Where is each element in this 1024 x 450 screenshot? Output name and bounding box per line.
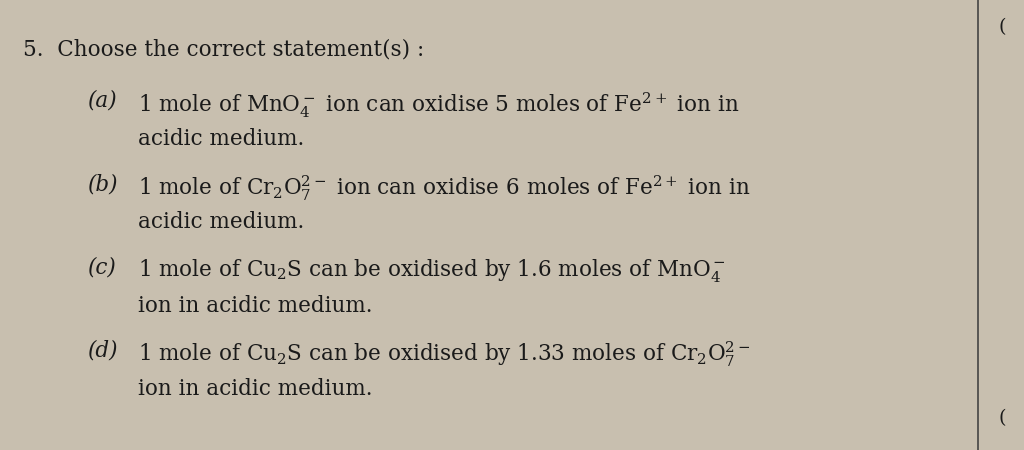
Text: (: ( [998,18,1006,36]
Text: ion in acidic medium.: ion in acidic medium. [138,378,373,400]
Text: 1 mole of Cr$_2$O$_7^{2-}$ ion can oxidise 6 moles of Fe$^{2+}$ ion in: 1 mole of Cr$_2$O$_7^{2-}$ ion can oxidi… [138,173,751,203]
Text: 1 mole of Cu$_2$S can be oxidised by 1.33 moles of Cr$_2$O$_7^{2-}$: 1 mole of Cu$_2$S can be oxidised by 1.3… [138,340,751,369]
Text: (a): (a) [87,90,117,112]
Text: ion in acidic medium.: ion in acidic medium. [138,295,373,317]
Text: (d): (d) [87,340,118,362]
Text: acidic medium.: acidic medium. [138,128,304,150]
Text: 1 mole of MnO$_4^-$ ion can oxidise 5 moles of Fe$^{2+}$ ion in: 1 mole of MnO$_4^-$ ion can oxidise 5 mo… [138,90,739,120]
Text: (b): (b) [87,173,118,195]
Text: (: ( [998,410,1006,427]
Text: (c): (c) [87,256,116,279]
Text: acidic medium.: acidic medium. [138,212,304,234]
Text: 5.  Choose the correct statement(s) :: 5. Choose the correct statement(s) : [23,38,424,60]
Text: 1 mole of Cu$_2$S can be oxidised by 1.6 moles of MnO$_4^-$: 1 mole of Cu$_2$S can be oxidised by 1.6… [138,256,726,284]
